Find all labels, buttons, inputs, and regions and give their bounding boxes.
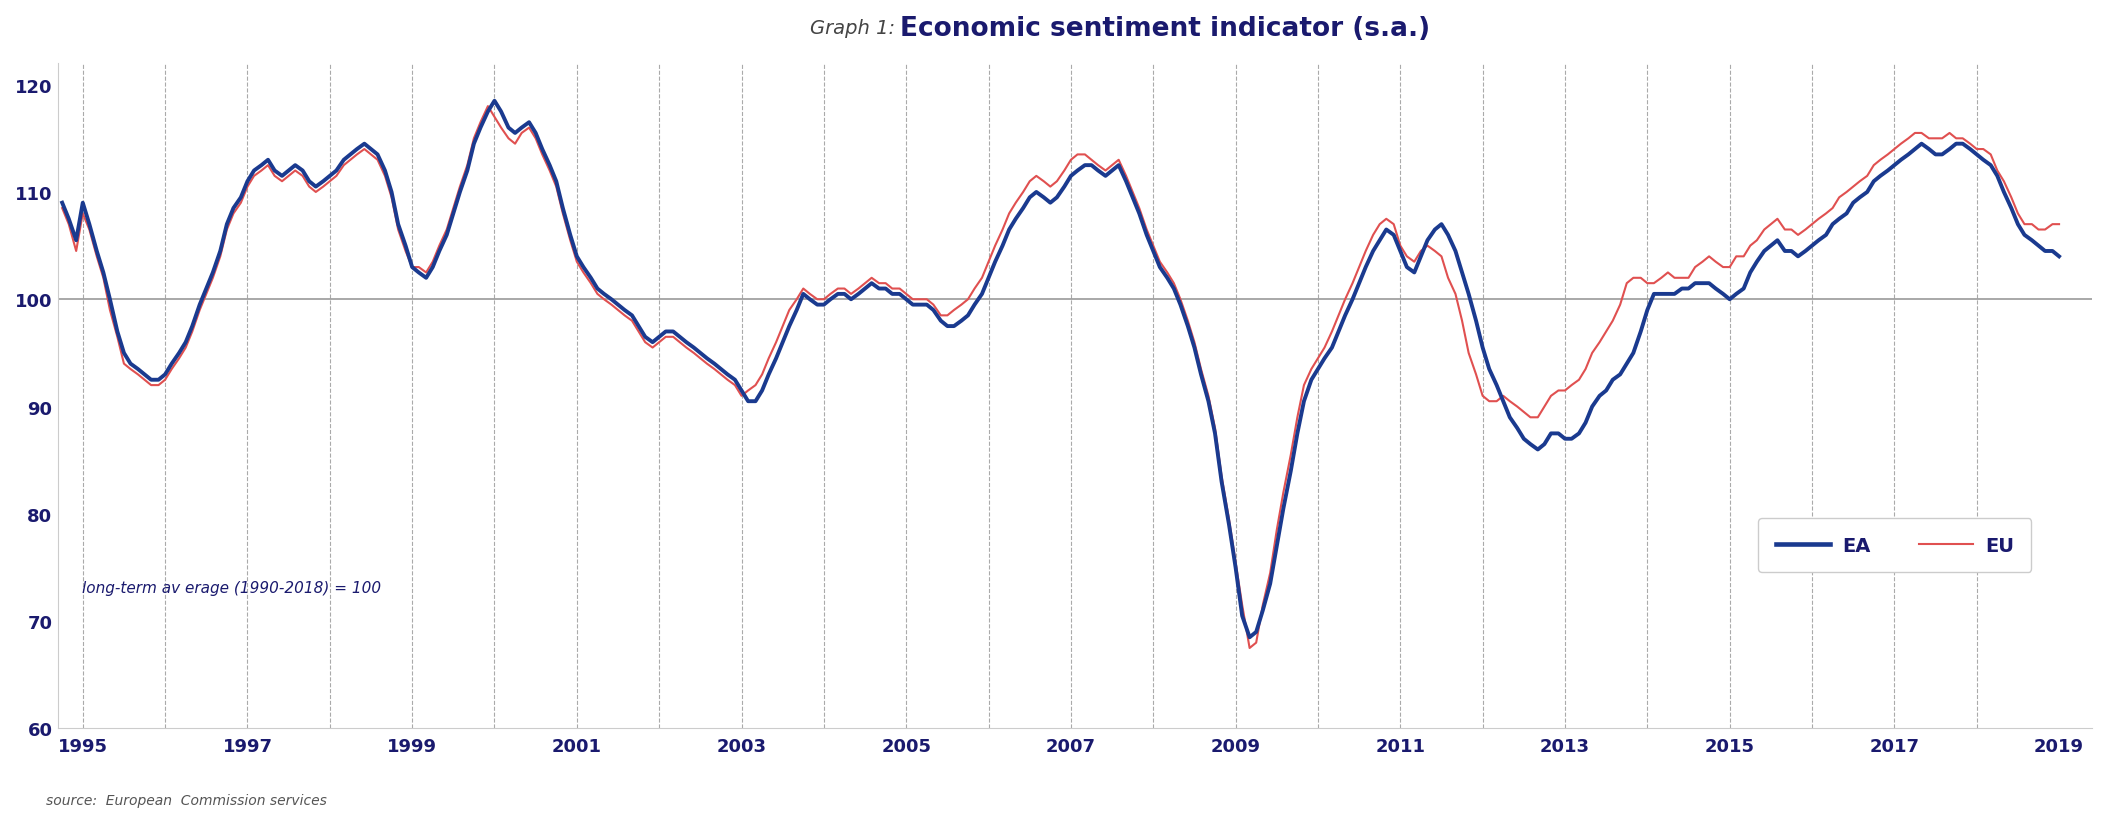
EU [51,204,76,214]
EA [51,198,76,208]
EA [1085,166,1110,176]
Line: EU: EU [63,107,2059,648]
EA [483,97,508,106]
EA [735,396,761,406]
Line: EA: EA [63,102,2059,637]
EU [1237,643,1262,653]
Text: Graph 1:: Graph 1: [811,19,895,38]
EU [735,386,761,396]
EA [586,284,611,294]
EA [2046,252,2071,262]
Legend: EA, EU: EA, EU [1757,518,2031,572]
EU [586,290,611,300]
EU [2025,225,2050,235]
EU [1203,423,1228,433]
EU [476,102,501,112]
EU [571,268,596,278]
EA [571,263,596,273]
EU [2046,220,2071,230]
EU [1085,161,1110,171]
EA [2025,242,2050,251]
Text: long-term av erage (1990-2018) = 100: long-term av erage (1990-2018) = 100 [82,581,381,595]
Text: Economic sentiment indicator (s.a.): Economic sentiment indicator (s.a.) [900,16,1431,42]
Text: source:  European  Commission services: source: European Commission services [46,794,327,808]
EA [1203,429,1228,439]
EA [1237,632,1262,642]
